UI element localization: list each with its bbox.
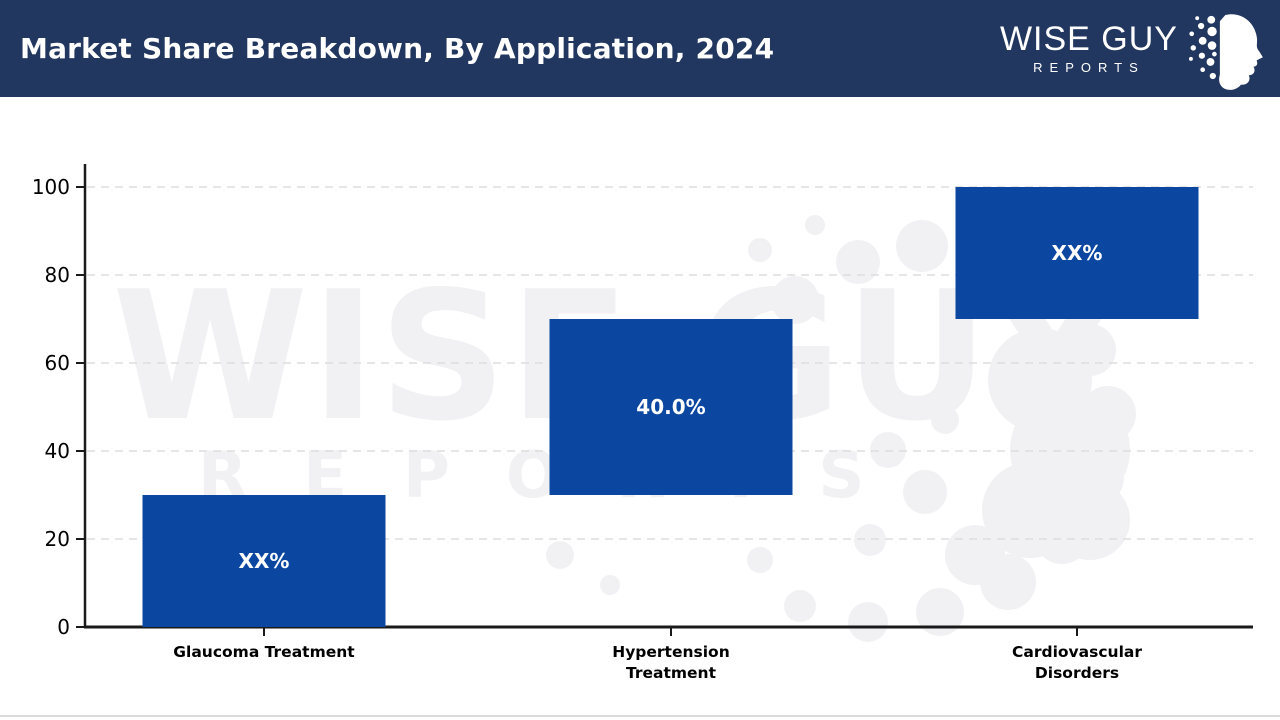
bar-segment-0 xyxy=(142,495,386,627)
page-title: Market Share Breakdown, By Application, … xyxy=(20,32,775,65)
y-tick-label-100: 100 xyxy=(32,175,70,199)
category-label-1-line-0: Hypertension xyxy=(612,643,730,661)
y-tick-label-80: 80 xyxy=(45,263,70,287)
logo-wordmark: WISE GUY xyxy=(999,20,1178,58)
bar-segment-1 xyxy=(549,319,793,495)
bar-value-label-2: XX% xyxy=(1052,241,1103,265)
bar-value-label-1: 40.0% xyxy=(636,395,705,419)
logo-text: WISE GUY REPORTS xyxy=(1000,22,1178,75)
logo-subtext: REPORTS xyxy=(1033,60,1145,75)
logo-head-icon xyxy=(1188,14,1263,90)
category-label-2-line-0: Cardiovascular xyxy=(1012,643,1142,661)
category-label-2-line-1: Disorders xyxy=(1035,664,1119,682)
y-tick-label-60: 60 xyxy=(45,351,70,375)
bar-segment-2 xyxy=(955,187,1199,319)
category-label-0-line-0: Glaucoma Treatment xyxy=(173,643,355,661)
header-bar: Market Share Breakdown, By Application, … xyxy=(0,0,1280,97)
y-tick-label-20: 20 xyxy=(45,527,70,551)
bar-value-label-0: XX% xyxy=(239,549,290,573)
y-tick-label-40: 40 xyxy=(45,439,70,463)
bottom-divider xyxy=(0,715,1280,717)
y-tick-label-0: 0 xyxy=(57,615,70,639)
category-label-1-line-1: Treatment xyxy=(626,664,717,682)
wise-guy-reports-logo: WISE GUY REPORTS xyxy=(1000,6,1266,92)
